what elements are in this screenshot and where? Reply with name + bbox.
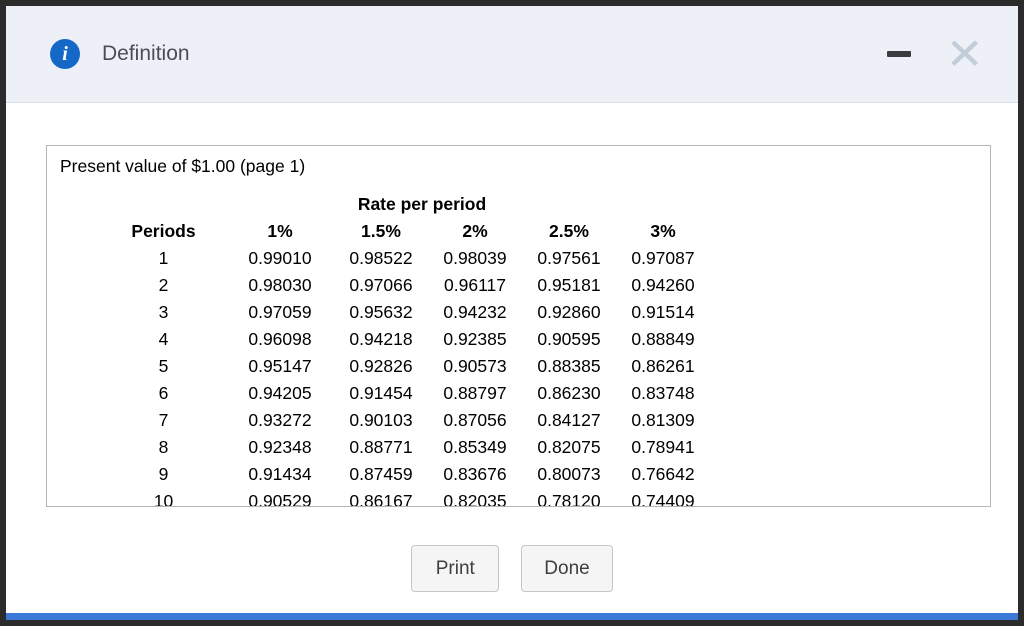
period-cell: 7 <box>158 410 169 430</box>
info-icon-glyph: i <box>62 42 68 65</box>
value-cell: 0.92348 <box>248 437 312 457</box>
value-cell: 0.98030 <box>248 275 312 295</box>
table-row: 4 0.96098 0.94218 0.92385 0.90595 0.88849 <box>101 326 710 353</box>
table-row: 2 0.98030 0.97066 0.96117 0.95181 0.94260 <box>101 272 710 299</box>
value-cell: 0.94205 <box>248 383 312 403</box>
period-cell: 10 <box>153 491 174 507</box>
value-cell: 0.86167 <box>349 491 413 507</box>
value-cell: 0.94232 <box>443 302 507 322</box>
value-cell: 0.91434 <box>248 464 312 484</box>
value-cell: 0.82035 <box>443 491 507 507</box>
value-cell: 0.98522 <box>349 248 413 268</box>
column-header: Periods <box>131 221 196 241</box>
column-header: 2% <box>462 221 488 241</box>
value-cell: 0.83748 <box>631 383 695 403</box>
dialog-titlebar: i Definition ✕ <box>6 6 1018 103</box>
value-cell: 0.90103 <box>349 410 413 430</box>
table-row: 1 0.99010 0.98522 0.98039 0.97561 0.97087 <box>101 245 710 272</box>
period-cell: 6 <box>158 383 169 403</box>
value-cell: 0.90595 <box>537 329 601 349</box>
value-cell: 0.90573 <box>443 356 507 376</box>
value-cell: 0.95181 <box>537 275 601 295</box>
column-header: 1.5% <box>361 221 401 241</box>
present-value-table-panel: Present value of $1.00 (page 1) Rate per… <box>46 145 991 507</box>
dialog-button-row: Print Done <box>6 545 1018 592</box>
value-cell: 0.99010 <box>248 248 312 268</box>
value-cell: 0.88849 <box>631 329 695 349</box>
table-row: 3 0.97059 0.95632 0.94232 0.92860 0.91514 <box>101 299 710 326</box>
table-row: 8 0.92348 0.88771 0.85349 0.82075 0.78941 <box>101 434 710 461</box>
minimize-icon[interactable] <box>887 51 912 57</box>
value-cell: 0.86261 <box>631 356 695 376</box>
period-cell: 9 <box>158 464 169 484</box>
table-row: 9 0.91434 0.87459 0.83676 0.80073 0.76642 <box>101 461 710 488</box>
value-cell: 0.97087 <box>631 248 695 268</box>
value-cell: 0.74409 <box>631 491 695 507</box>
value-cell: 0.95147 <box>248 356 312 376</box>
value-cell: 0.88385 <box>537 356 601 376</box>
value-cell: 0.81309 <box>631 410 695 430</box>
value-cell: 0.91514 <box>631 302 695 322</box>
value-cell: 0.94218 <box>349 329 413 349</box>
table-row: 7 0.93272 0.90103 0.87056 0.84127 0.81309 <box>101 407 710 434</box>
period-cell: 5 <box>158 356 169 376</box>
group-header: Rate per period <box>357 194 487 214</box>
value-cell: 0.98039 <box>443 248 507 268</box>
value-cell: 0.84127 <box>537 410 601 430</box>
column-header: 3% <box>650 221 676 241</box>
value-cell: 0.96117 <box>444 275 506 295</box>
value-cell: 0.88797 <box>443 383 507 403</box>
value-cell: 0.90529 <box>248 491 312 507</box>
value-cell: 0.93272 <box>248 410 312 430</box>
value-cell: 0.97066 <box>349 275 413 295</box>
value-cell: 0.83676 <box>443 464 507 484</box>
column-header: 2.5% <box>549 221 589 241</box>
value-cell: 0.91454 <box>349 383 413 403</box>
period-cell: 4 <box>158 329 169 349</box>
window-controls: ✕ <box>887 31 984 77</box>
value-cell: 0.92826 <box>349 356 413 376</box>
close-icon[interactable]: ✕ <box>945 29 984 79</box>
value-cell: 0.92860 <box>537 302 601 322</box>
value-cell: 0.76642 <box>631 464 695 484</box>
table-caption: Present value of $1.00 (page 1) <box>60 156 306 176</box>
bottom-accent-strip <box>6 613 1018 620</box>
value-cell: 0.78120 <box>537 491 601 507</box>
period-cell: 8 <box>158 437 169 457</box>
value-cell: 0.92385 <box>443 329 507 349</box>
dialog-title: Definition <box>102 42 190 65</box>
value-cell: 0.78941 <box>631 437 695 457</box>
value-cell: 0.86230 <box>537 383 601 403</box>
period-cell: 1 <box>158 248 169 268</box>
value-cell: 0.87056 <box>443 410 507 430</box>
period-cell: 3 <box>158 302 169 322</box>
done-button[interactable]: Done <box>521 545 613 592</box>
table-row: 5 0.95147 0.92826 0.90573 0.88385 0.86261 <box>101 353 710 380</box>
group-header-row: Rate per period <box>101 191 710 218</box>
table-row: 6 0.94205 0.91454 0.88797 0.86230 0.83748 <box>101 380 710 407</box>
column-header: 1% <box>267 221 293 241</box>
value-cell: 0.85349 <box>443 437 507 457</box>
column-header-row: Periods 1% 1.5% 2% 2.5% 3% <box>101 218 710 245</box>
print-button[interactable]: Print <box>411 545 500 592</box>
value-cell: 0.87459 <box>349 464 413 484</box>
table-row: 10 0.90529 0.86167 0.82035 0.78120 0.74409 <box>101 488 710 507</box>
value-cell: 0.97059 <box>248 302 312 322</box>
value-cell: 0.88771 <box>349 437 413 457</box>
value-cell: 0.80073 <box>537 464 601 484</box>
value-cell: 0.82075 <box>537 437 601 457</box>
dialog-content: Present value of $1.00 (page 1) Rate per… <box>6 103 1018 613</box>
value-cell: 0.95632 <box>349 302 413 322</box>
period-cell: 2 <box>158 275 169 295</box>
value-cell: 0.96098 <box>248 329 312 349</box>
value-cell: 0.97561 <box>537 248 601 268</box>
value-cell: 0.94260 <box>631 275 695 295</box>
info-icon: i <box>50 39 80 69</box>
